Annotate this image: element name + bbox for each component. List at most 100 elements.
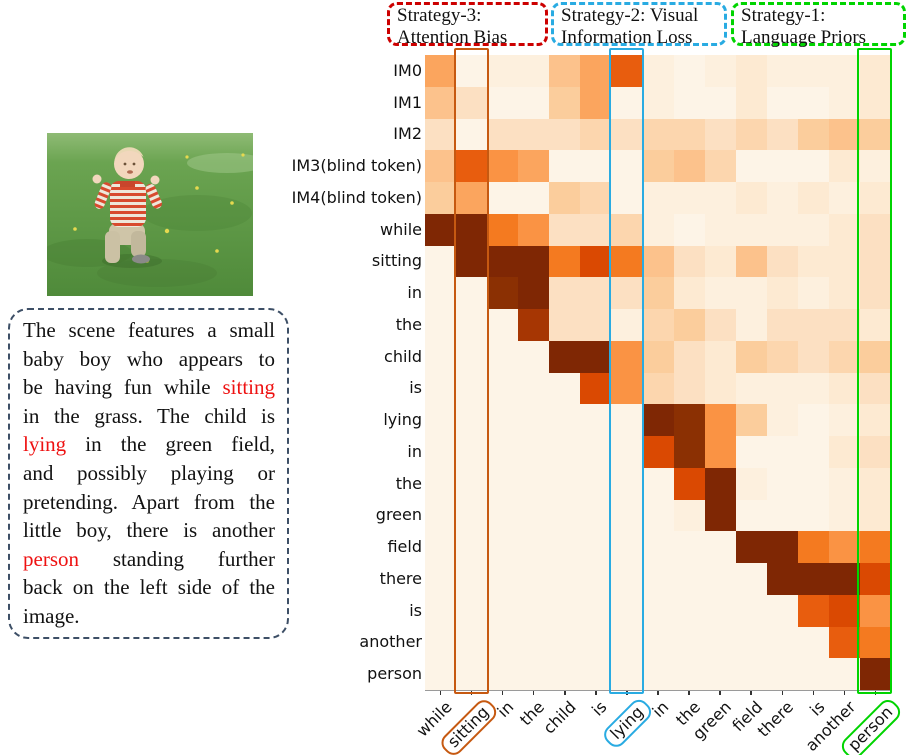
heatmap-cell [549,404,581,436]
heatmap-cell [859,467,891,500]
heatmap-cell [673,372,705,405]
heatmap-cell [673,86,705,119]
heatmap-cell [487,55,519,87]
heatmap-cell [828,499,860,532]
heatmap-cell [580,245,612,278]
heatmap-cell [828,436,860,468]
heatmap-cell [766,372,798,405]
x-axis-spine [425,690,891,691]
heatmap-cell [611,658,643,690]
heatmap-cell [518,658,550,690]
heatmap-cell [673,594,705,627]
heatmap-cell [518,404,550,436]
heatmap-cell [456,372,488,405]
heatmap-cell [766,404,798,436]
heatmap-cell [828,563,860,595]
heatmap-cell [828,531,860,563]
heatmap-cell [425,531,457,563]
heatmap-cell [611,182,643,214]
baby-figure [92,147,163,268]
heatmap-cell [425,55,457,87]
heatmap-cell [518,563,550,595]
heatmap-cell [642,277,674,309]
caption-line: image. [23,602,275,631]
heatmap-cell [456,499,488,532]
heatmap-cell [673,499,705,532]
heatmap-cell [642,245,674,278]
heatmap-cell [859,309,891,341]
heatmap-cell [797,55,829,87]
heatmap-cell [456,658,488,690]
heatmap-cell [735,658,767,690]
heatmap-cell [735,404,767,436]
heatmap-cell [828,309,860,341]
heatmap-cell [518,531,550,563]
strategy-2-line2: Information Loss [561,26,693,48]
x-tick-label: in [493,697,518,722]
heatmap-cell [766,340,798,373]
heatmap-cell [642,658,674,690]
heatmap-cell [487,436,519,468]
heatmap-cell [797,531,829,563]
heatmap-cell [828,277,860,309]
caption-line: back on the left side of the [23,573,275,602]
heatmap-cell [797,182,829,214]
heatmap-cell [425,340,457,373]
heatmap-cell [518,277,550,309]
heatmap-cell [859,150,891,182]
heatmap-cell [797,594,829,627]
heatmap-cell [425,594,457,627]
heatmap-cell [642,213,674,246]
heatmap-cell [859,436,891,468]
heatmap-cell [797,658,829,690]
heatmap-cell [828,150,860,182]
heatmap-cell [859,55,891,87]
heatmap-cell [673,531,705,563]
heatmap-cell [425,404,457,436]
heatmap-cell [704,372,736,405]
heatmap-cell [456,245,488,278]
heatmap-cell [828,245,860,278]
heatmap-cell [487,182,519,214]
heatmap-cell [611,213,643,246]
heatmap-cell [704,86,736,119]
heatmap-cell [580,626,612,659]
heatmap-cell [456,118,488,151]
heatmap-cell [611,118,643,151]
heatmap-cell [456,340,488,373]
heatmap-cell [518,245,550,278]
heatmap-cell [828,55,860,87]
strategy-3-line2: Attention Bias [397,26,508,48]
heatmap-cell [797,245,829,278]
heatmap-cell [704,531,736,563]
heatmap-cell [673,626,705,659]
caption-line: baby boy who appears to [23,345,275,374]
heatmap-cell [642,182,674,214]
caption-text: and possibly playing or [23,460,275,485]
heatmap-cell [704,404,736,436]
heatmap-cell [673,277,705,309]
heatmap-cell [549,594,581,627]
heatmap-cell [518,626,550,659]
x-tick [657,691,659,695]
heatmap-cell [487,309,519,341]
heatmap-cell [859,277,891,309]
heatmap-cell [797,436,829,468]
heatmap-cell [456,150,488,182]
heatmap-cell [735,55,767,87]
heatmap-cell [704,340,736,373]
heatmap-cell [456,55,488,87]
heatmap-cell [425,309,457,341]
heatmap-cell [704,182,736,214]
heatmap-cell [735,340,767,373]
heatmap-cell [766,309,798,341]
heatmap-cell [580,467,612,500]
heatmap-cell [580,404,612,436]
caption-red-word: person [23,546,79,571]
heatmap-cell [859,213,891,246]
caption-red-word: lying [23,432,67,457]
heatmap-cell [735,563,767,595]
heatmap-cell [549,309,581,341]
heatmap-cell [673,340,705,373]
heatmap-cell [549,499,581,532]
